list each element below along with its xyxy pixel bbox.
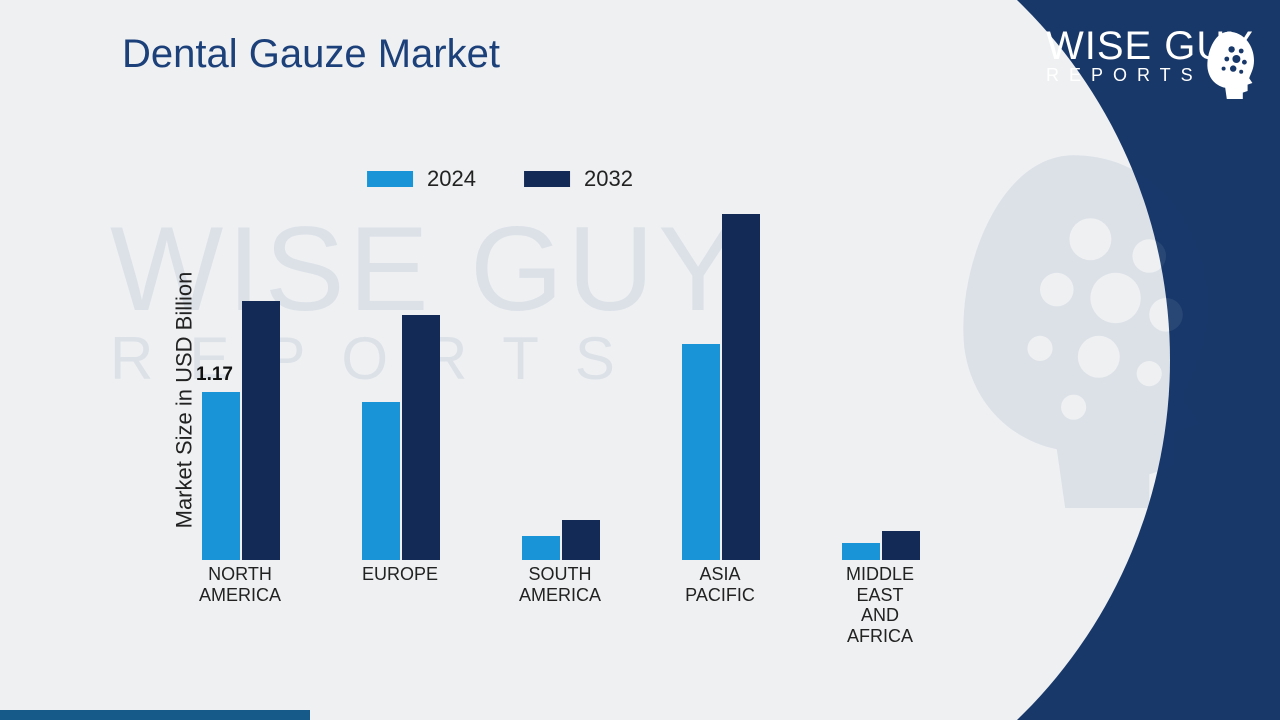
plot-area: 1.17 [140, 200, 920, 560]
bar [882, 531, 920, 560]
legend-swatch-2032 [524, 171, 570, 187]
bar-group [661, 214, 781, 560]
x-tick-label: NORTH AMERICA [180, 564, 300, 605]
chart-title: Dental Gauze Market [122, 32, 500, 77]
bar [202, 392, 240, 560]
legend: 2024 2032 [367, 166, 633, 192]
bar-group [181, 301, 301, 560]
legend-item-2024: 2024 [367, 166, 476, 192]
footer-accent-bar [0, 710, 310, 720]
x-tick-label: EUROPE [340, 564, 460, 585]
stage: WISE GUY REPORTS Dental Gauze Market WIS… [0, 0, 1280, 720]
bar [682, 344, 720, 560]
legend-label-2032: 2032 [584, 166, 633, 192]
bar [722, 214, 760, 560]
x-axis-labels: NORTH AMERICA EUROPE SOUTH AMERICA ASIA PAC… [140, 564, 920, 674]
bar-group [501, 520, 621, 560]
x-tick-label: ASIA PACIFIC [660, 564, 780, 605]
legend-item-2032: 2032 [524, 166, 633, 192]
bar [402, 315, 440, 560]
legend-swatch-2024 [367, 171, 413, 187]
bar-value-label: 1.17 [196, 364, 233, 386]
bar-group [341, 315, 461, 560]
chart-area: Market Size in USD Billion 2024 2032 1.1… [60, 160, 940, 640]
bar-group [821, 531, 941, 560]
legend-label-2024: 2024 [427, 166, 476, 192]
bar [842, 543, 880, 560]
bar [522, 536, 560, 560]
brand-head-icon [1182, 22, 1262, 112]
bar [362, 402, 400, 560]
x-tick-label: SOUTH AMERICA [500, 564, 620, 605]
x-tick-label: MIDDLE EAST AND AFRICA [820, 564, 940, 647]
bar [242, 301, 280, 560]
bar [562, 520, 600, 560]
